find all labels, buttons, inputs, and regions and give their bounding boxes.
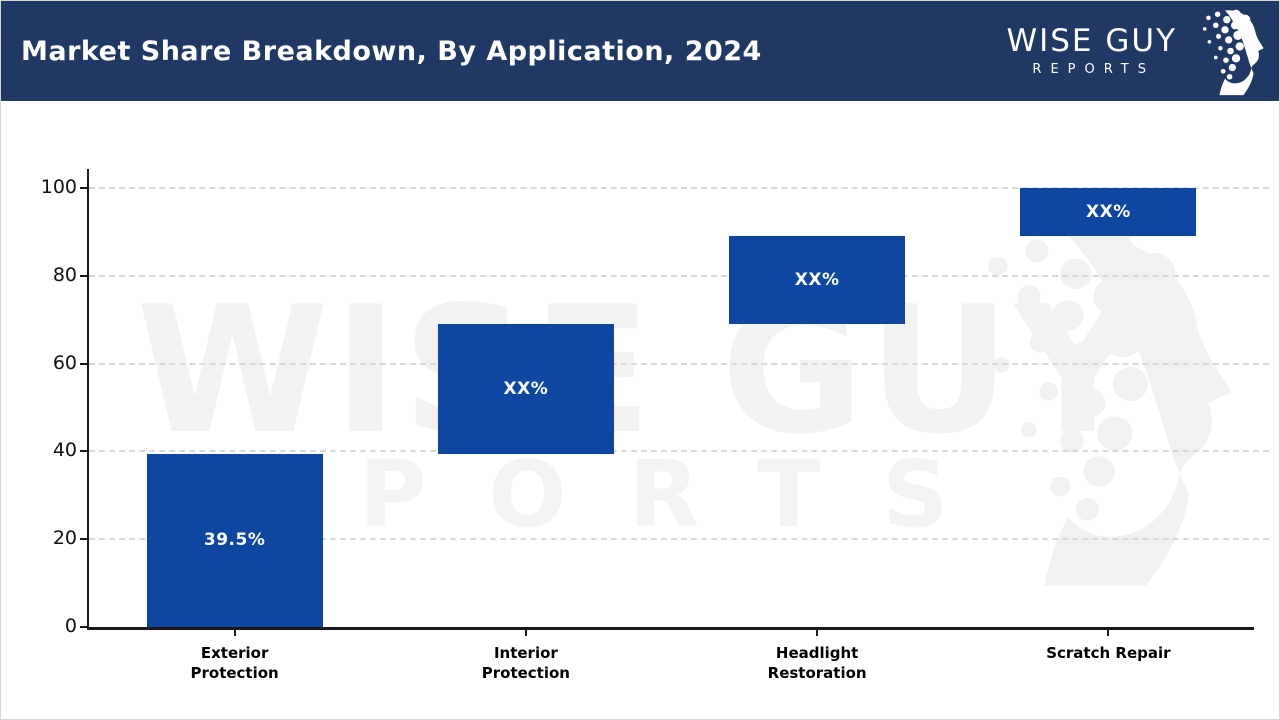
bar-segment: XX% — [729, 236, 906, 325]
wiseguy-logo: WISE GUY REPORTS — [1006, 5, 1271, 97]
x-category-label: Headlight Restoration — [767, 644, 867, 683]
y-gridline — [89, 538, 1269, 541]
y-gridline — [89, 274, 1269, 277]
y-gridline — [89, 187, 1269, 189]
y-gridline — [89, 362, 1269, 365]
y-axis-line — [87, 169, 89, 630]
y-tick-label: 60 — [52, 351, 77, 374]
x-tick-mark — [233, 627, 236, 636]
x-category-label: Exterior Protection — [190, 644, 279, 683]
bar-segment: XX% — [1020, 188, 1197, 237]
y-tick-mark — [80, 626, 89, 628]
logo-wordmark-line1: WISE GUY — [1006, 23, 1177, 59]
chart-title: Market Share Breakdown, By Application, … — [21, 35, 762, 67]
y-tick-mark — [80, 187, 89, 189]
y-tick-label: 20 — [52, 527, 77, 550]
x-tick-mark — [1107, 627, 1110, 636]
bar-segment: 39.5% — [146, 453, 323, 627]
bar-segment: XX% — [437, 324, 614, 454]
y-gridline — [89, 450, 1269, 453]
watermark-text-line1: WISE GUY — [136, 270, 1146, 473]
header: Market Share Breakdown, By Application, … — [1, 1, 1279, 101]
y-tick-label: 40 — [52, 439, 77, 462]
y-tick-mark — [80, 450, 89, 453]
bar-value-label: XX% — [794, 270, 840, 291]
x-category-label: Interior Protection — [481, 644, 570, 683]
y-tick-label: 80 — [52, 263, 77, 286]
wiseguy-face-icon — [1202, 9, 1264, 96]
x-axis-line — [87, 627, 1254, 630]
x-category-label: Scratch Repair — [1046, 644, 1171, 662]
y-tick-label: 0 — [64, 615, 77, 637]
x-tick-mark — [816, 627, 819, 636]
y-tick-mark — [80, 538, 89, 541]
logo-wordmark: WISE GUY REPORTS — [1006, 23, 1177, 77]
bar-value-label: 39.5% — [203, 530, 266, 551]
y-tick-label: 100 — [40, 176, 77, 198]
logo-wordmark-line2: REPORTS — [1032, 62, 1156, 77]
y-tick-mark — [80, 274, 89, 277]
bar-value-label: XX% — [503, 378, 549, 399]
bar-value-label: XX% — [1086, 202, 1131, 223]
watermark-text-line2: PORTS — [359, 441, 1011, 548]
x-tick-mark — [524, 627, 527, 636]
watermark-face-icon — [974, 232, 1232, 586]
y-tick-mark — [80, 362, 89, 365]
